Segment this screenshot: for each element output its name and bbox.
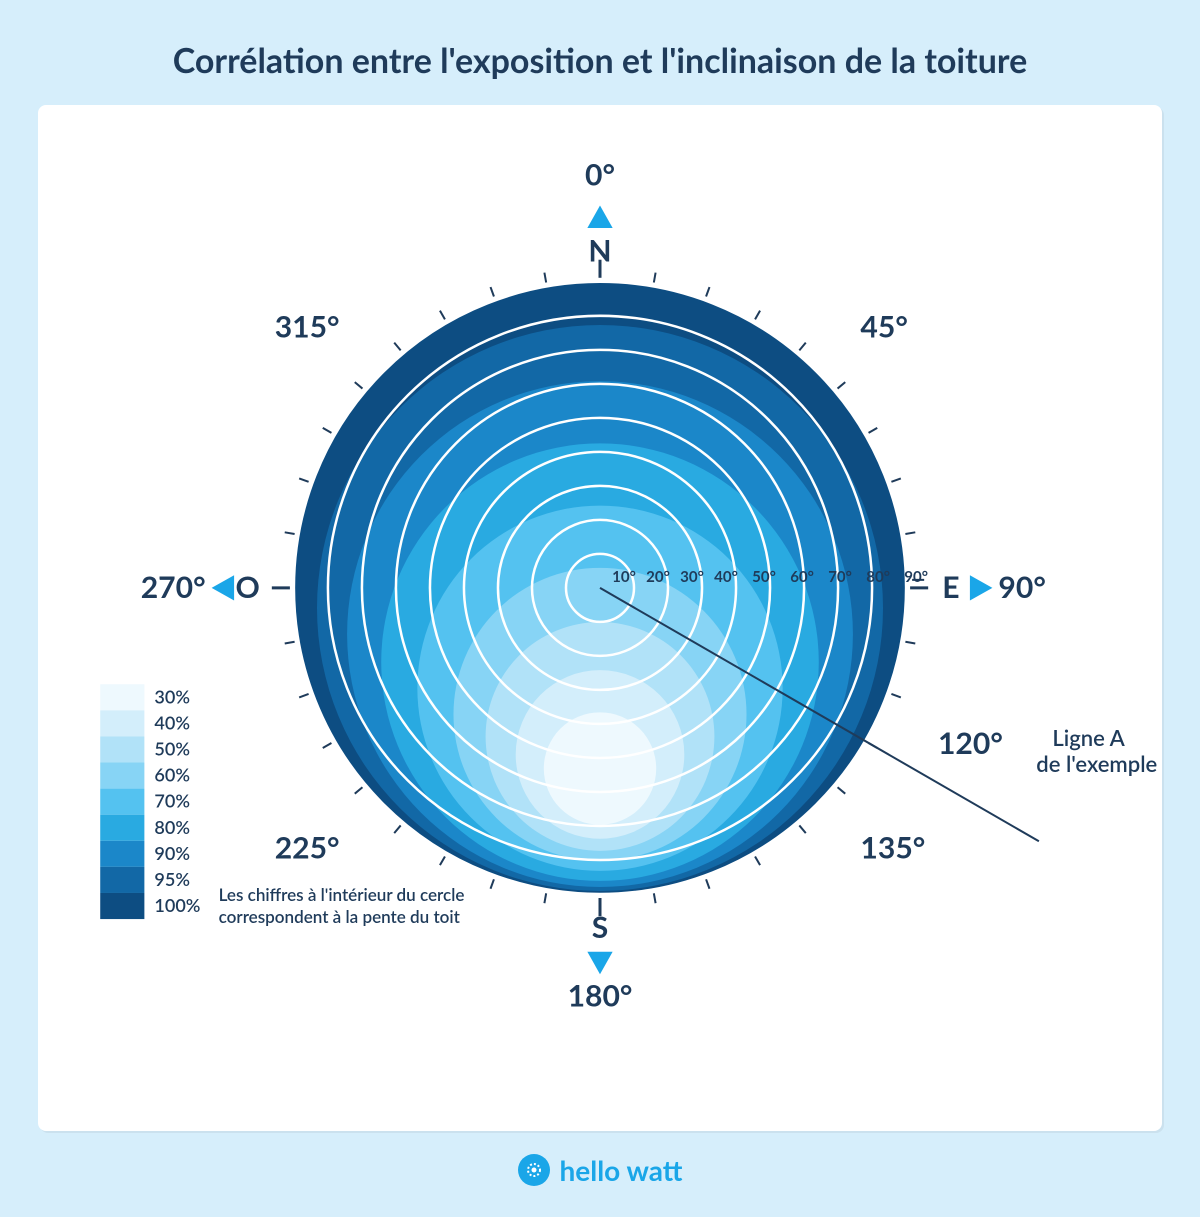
inclination-label: 60° (790, 568, 814, 586)
example-angle-label: 120° (938, 725, 1003, 761)
legend-swatch (100, 789, 144, 815)
compass-arrow-icon (970, 575, 992, 600)
inclination-label: 20° (646, 568, 670, 586)
compass-degree: 0° (585, 156, 615, 192)
compass-degree: 270° (141, 569, 206, 605)
compass-degree: 90° (998, 569, 1045, 605)
compass-letter: O (235, 569, 259, 605)
compass-degree: 225° (275, 829, 340, 865)
legend-label: 70% (154, 790, 190, 812)
legend-swatch (100, 710, 144, 736)
legend-label: 50% (154, 737, 190, 759)
example-line-label: Ligne A (1052, 724, 1125, 751)
compass-degree: 45° (860, 308, 907, 344)
compass-tick (394, 343, 400, 351)
compass-arrow-icon (587, 952, 612, 974)
compass-tick (355, 787, 363, 793)
brand-logo-icon (518, 1154, 550, 1186)
legend-label: 40% (154, 711, 190, 733)
polar-chart: 10° 20° 30° 40° 50° 60° 70° 80° 90° 0° N E 90° S 180° O… (38, 105, 1162, 1131)
compass-tick (654, 893, 656, 903)
brand-footer: hello watt (12, 1131, 1188, 1205)
compass-tick (299, 478, 308, 481)
brand-name: hello watt (560, 1153, 683, 1187)
compass-tick (755, 856, 760, 865)
inclination-label: 10° (612, 568, 636, 586)
compass-degree: 135° (860, 829, 925, 865)
legend-label: 95% (154, 868, 190, 890)
legend-swatch (100, 815, 144, 841)
legend-label: 90% (154, 842, 190, 864)
compass-tick (706, 287, 709, 296)
contour-group (294, 282, 906, 894)
compass-tick (544, 273, 546, 283)
compass-tick (440, 856, 445, 865)
compass-arrow-icon (212, 575, 234, 600)
chart-title: Corrélation entre l'exposition et l'incl… (12, 12, 1188, 105)
compass-letter: E (942, 569, 959, 605)
chart-card: 10° 20° 30° 40° 50° 60° 70° 80° 90° 0° N E 90° S 180° O… (38, 105, 1162, 1131)
compass-tick (891, 694, 900, 697)
compass-tick (799, 825, 805, 833)
legend-label: 100% (154, 894, 200, 916)
legend-swatch (100, 736, 144, 762)
legend-note: correspondent à la pente du toit (219, 906, 461, 927)
legend-label: 80% (154, 816, 190, 838)
legend-label: 60% (154, 764, 190, 786)
inclination-label: 30° (680, 568, 704, 586)
compass-tick (905, 642, 915, 644)
compass-tick (838, 787, 846, 793)
compass-tick (869, 428, 878, 433)
legend-swatch (100, 841, 144, 867)
compass-tick (891, 478, 900, 481)
inclination-label: 40° (714, 568, 738, 586)
inclination-label: 70° (828, 568, 852, 586)
compass-tick (394, 825, 400, 833)
inclination-label: 80° (866, 568, 890, 586)
compass-tick (440, 311, 445, 320)
legend-swatch (100, 867, 144, 893)
compass-tick (323, 743, 332, 748)
legend-swatch (100, 684, 144, 710)
legend-swatch (100, 763, 144, 789)
compass-tick (491, 879, 494, 888)
compass-tick (299, 694, 308, 697)
outer-frame: Corrélation entre l'exposition et l'incl… (12, 12, 1188, 1205)
example-line-label: de l'exemple (1036, 750, 1157, 777)
legend-label: 30% (154, 685, 190, 707)
compass-tick (654, 273, 656, 283)
compass-tick (285, 642, 295, 644)
compass-tick (355, 382, 363, 388)
compass-letter: N (588, 233, 611, 269)
compass-tick (706, 879, 709, 888)
legend-swatch (100, 893, 144, 919)
inclination-label: 50° (752, 568, 776, 586)
compass-degree: 180° (568, 977, 633, 1013)
compass-letter: S (592, 909, 609, 945)
compass-tick (544, 893, 546, 903)
contour-band (544, 712, 656, 824)
compass-tick (755, 311, 760, 320)
compass-tick (285, 532, 295, 534)
compass-tick (838, 382, 846, 388)
legend-note: Les chiffres à l'intérieur du cercle (219, 884, 465, 905)
compass-tick (799, 343, 805, 351)
compass-tick (491, 287, 494, 296)
compass-tick (323, 428, 332, 433)
inclination-label: 90° (904, 568, 928, 586)
compass-degree: 315° (275, 308, 340, 344)
compass-arrow-icon (587, 206, 612, 228)
compass-tick (905, 532, 915, 534)
